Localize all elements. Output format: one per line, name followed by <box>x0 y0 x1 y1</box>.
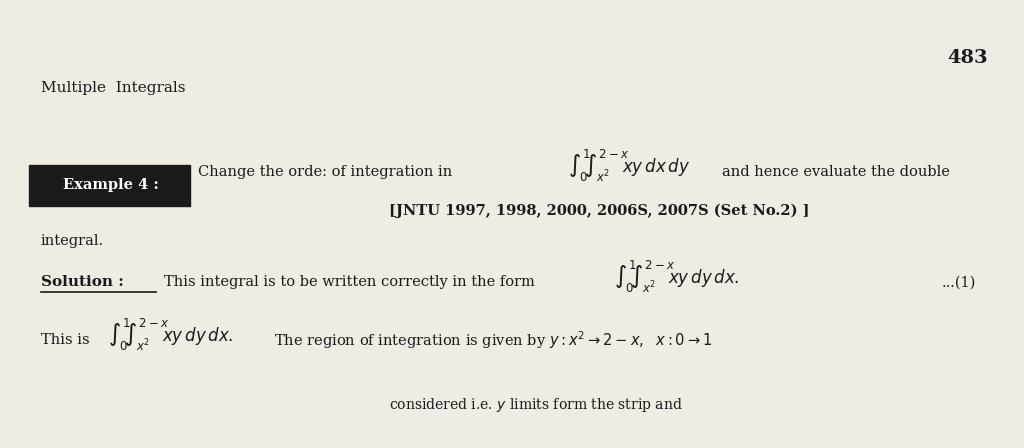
Text: [JNTU 1997, 1998, 2000, 2006S, 2007S (Set No.2) ]: [JNTU 1997, 1998, 2000, 2006S, 2007S (Se… <box>389 203 810 218</box>
Text: Multiple  Integrals: Multiple Integrals <box>41 81 185 95</box>
Text: $\int_0^1\!\!\int_{x^2}^{2-x}\!\! xy\, dy\, dx.$: $\int_0^1\!\!\int_{x^2}^{2-x}\!\! xy\, d… <box>108 317 232 353</box>
Text: This is: This is <box>41 333 89 348</box>
Text: Solution :: Solution : <box>41 275 124 289</box>
Text: $\int_0^1\!\!\int_{x^2}^{2-x}\!\! xy\, dy\, dx.$: $\int_0^1\!\!\int_{x^2}^{2-x}\!\! xy\, d… <box>614 259 739 295</box>
Text: This integral is to be written correctly in the form: This integral is to be written correctly… <box>164 275 535 289</box>
Text: The region of integration is given by $y: x^2 \to 2-x,\ \ x: 0 \to 1$: The region of integration is given by $y… <box>274 330 713 351</box>
FancyBboxPatch shape <box>29 165 190 206</box>
Text: $\int_0^1\!\!\int_{x^2}^{2-x}\!\! xy\, dx\, dy$: $\int_0^1\!\!\int_{x^2}^{2-x}\!\! xy\, d… <box>568 148 690 184</box>
Text: considered i.e. $y$ limits form the strip and: considered i.e. $y$ limits form the stri… <box>389 396 683 414</box>
Text: Change the orde: of integration in: Change the orde: of integration in <box>198 164 452 179</box>
Text: and hence evaluate the double: and hence evaluate the double <box>722 164 950 179</box>
Text: 483: 483 <box>947 49 988 67</box>
Text: ...(1): ...(1) <box>942 275 977 289</box>
Text: Example 4 :: Example 4 : <box>62 178 159 192</box>
Text: integral.: integral. <box>41 234 104 248</box>
